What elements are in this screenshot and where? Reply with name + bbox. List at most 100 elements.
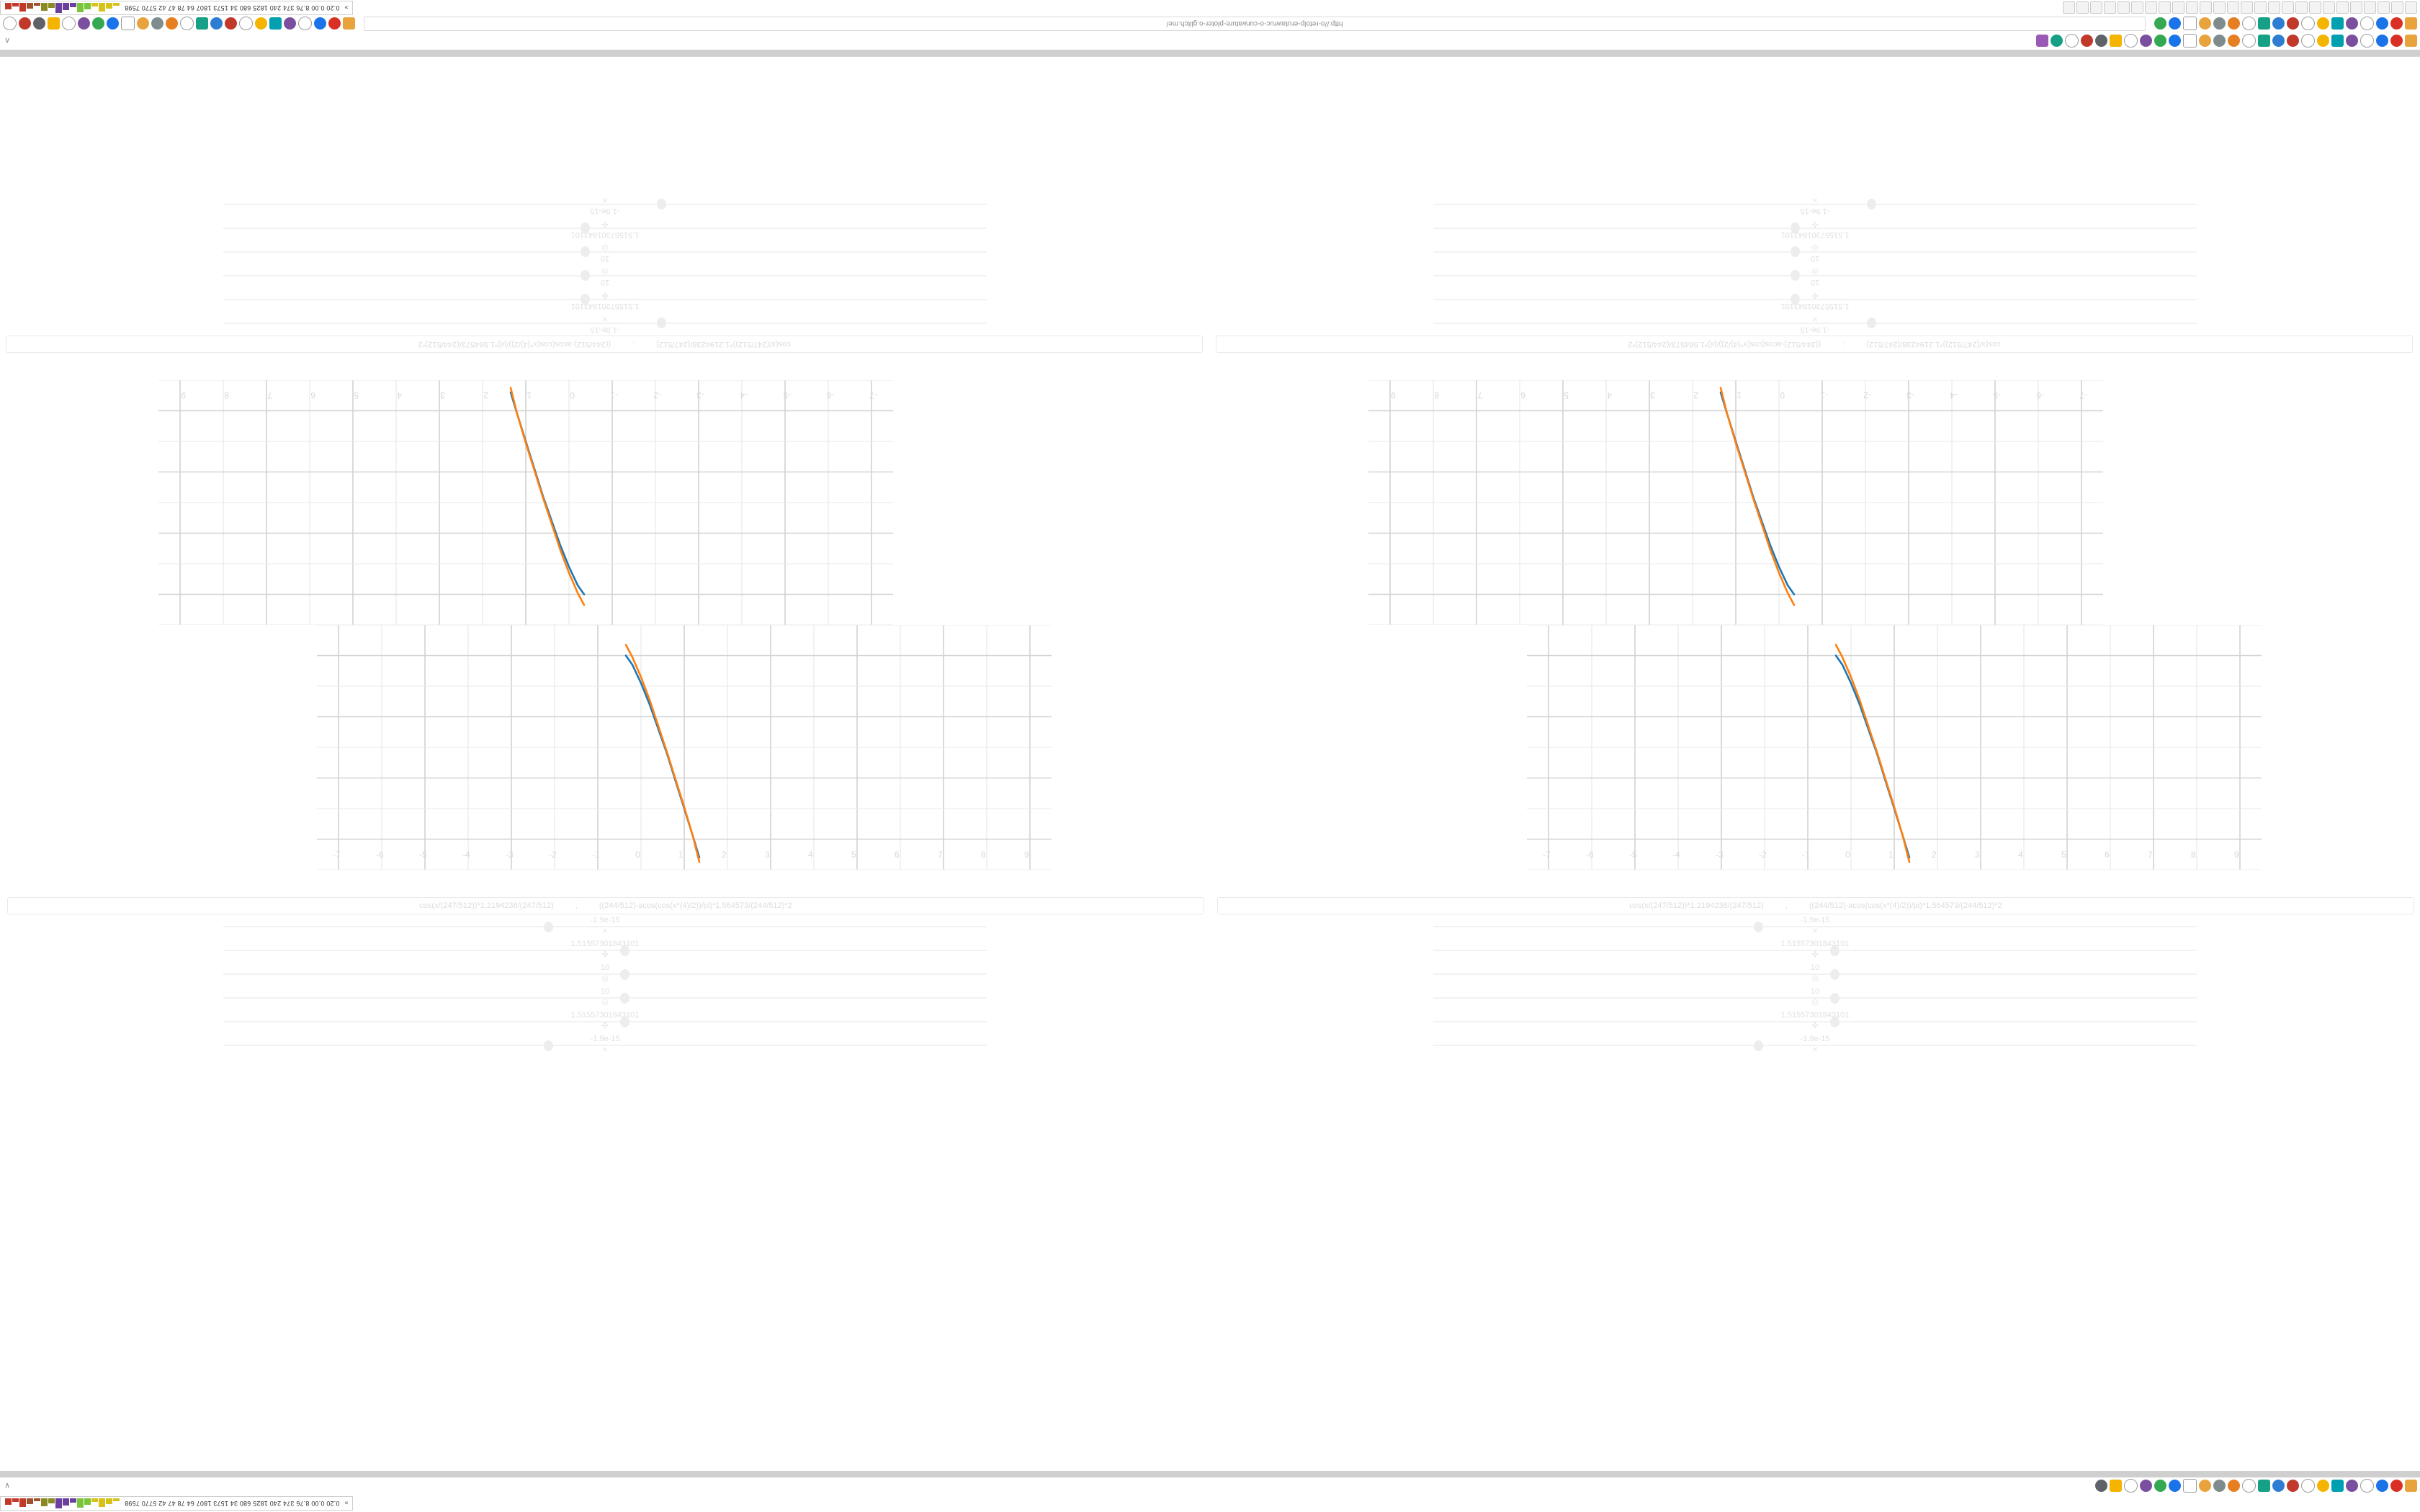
- taskbar-doc-window[interactable]: [2241, 1, 2253, 14]
- taskbar-phone-window[interactable]: [2186, 1, 2198, 14]
- address-bar[interactable]: http://o-retolp-erutawruc-o-curwature-pl…: [364, 17, 2146, 31]
- formula-input[interactable]: cos(x/(247/512))*1.2194238/(247/512); ((2…: [7, 897, 1204, 914]
- slider-c[interactable]: 10 ◎: [1210, 962, 2420, 986]
- palette-icon[interactable]: [269, 17, 282, 30]
- hourglass-icon[interactable]: [2405, 35, 2417, 48]
- shield-off-icon[interactable]: [2405, 17, 2417, 30]
- taskbar-calc-window[interactable]: [2364, 1, 2376, 14]
- taskbar-phone-window[interactable]: [2172, 1, 2184, 14]
- taskbar-firefox-window[interactable]: [2378, 1, 2390, 14]
- taskbar-phone-window[interactable]: [2131, 1, 2143, 14]
- image-icon[interactable]: [2390, 35, 2403, 48]
- slider-handle-icon[interactable]: ⨯: [601, 196, 609, 204]
- cc-icon[interactable]: [2065, 34, 2079, 48]
- thumbs-up-icon[interactable]: [92, 17, 104, 30]
- page-scrollbar[interactable]: [0, 1471, 2420, 1477]
- water-drop-icon[interactable]: [2199, 35, 2211, 48]
- sync-icon[interactable]: [196, 17, 208, 30]
- taskbar-doc-window[interactable]: [2350, 1, 2362, 14]
- radio-icon[interactable]: [2287, 17, 2299, 30]
- radio-icon[interactable]: [2346, 17, 2358, 30]
- cc-icon[interactable]: [33, 17, 45, 30]
- firefox-icon[interactable]: [2199, 17, 2211, 30]
- slider-e[interactable]: 1.51557301843101 ✣: [0, 217, 1210, 240]
- nav-icons[interactable]: [2151, 17, 2420, 31]
- reload-icon[interactable]: [2258, 35, 2270, 48]
- flower-icon[interactable]: [2242, 34, 2256, 48]
- slider-handle-icon[interactable]: ◎: [1811, 267, 1819, 276]
- slider-d[interactable]: 10 ◎: [0, 240, 1210, 264]
- sysmon-caret-icon[interactable]: »: [344, 1500, 349, 1507]
- slider-c[interactable]: 10 ◎: [0, 264, 1210, 288]
- slider-handle-icon[interactable]: ◎: [601, 267, 609, 276]
- mute-icon[interactable]: [2095, 35, 2107, 48]
- slider-f[interactable]: -1.9e-15 ⨯: [0, 193, 1210, 217]
- refresh-icon[interactable]: [2154, 17, 2166, 30]
- taskbar-doc-window[interactable]: [2268, 1, 2280, 14]
- slider-b[interactable]: 1.51557301843101 ✣: [1210, 288, 2420, 312]
- taskbar-terminal-window[interactable]: [2391, 1, 2403, 14]
- gear-icon[interactable]: [2213, 17, 2226, 30]
- derivative-plot[interactable]: -7 -6 -5 -4 -3 -2 -1 0 1 2 3 4 5 6 7 8 9: [0, 625, 1210, 897]
- water-drop-icon[interactable]: [2272, 35, 2285, 48]
- reload-icon[interactable]: [2154, 1480, 2166, 1493]
- slider-handle-icon[interactable]: ✣: [1811, 1022, 1819, 1030]
- star-icon[interactable]: [2124, 1479, 2138, 1493]
- globe-icon[interactable]: [107, 17, 119, 30]
- pillar-icon[interactable]: [2183, 34, 2197, 48]
- wrench-icon[interactable]: [78, 17, 90, 30]
- slider-b[interactable]: 1.51557301843101 ✣: [1210, 938, 2420, 962]
- reload-icon[interactable]: [2301, 34, 2315, 48]
- window-task-buttons[interactable]: [2060, 0, 2420, 17]
- mountain-icon[interactable]: [2154, 35, 2166, 48]
- palette-icon[interactable]: [2183, 1479, 2197, 1493]
- slider-c[interactable]: 10 ◎: [1210, 264, 2420, 288]
- wave-icon[interactable]: [2169, 35, 2181, 48]
- slider-handle-icon[interactable]: ◎: [1811, 243, 1819, 252]
- slider-handle-icon[interactable]: ✣: [1811, 950, 1819, 959]
- image-icon[interactable]: [19, 17, 31, 30]
- bookmark-icons[interactable]: [2033, 34, 2420, 48]
- mute-icon[interactable]: [48, 17, 60, 30]
- reload-icon[interactable]: [298, 17, 312, 31]
- slider-b[interactable]: 1.51557301843101 ✣: [0, 938, 1210, 962]
- taskbar-owl-window[interactable]: [2090, 1, 2102, 14]
- slider-a[interactable]: -1.9e-15 ⨯: [1210, 312, 2420, 336]
- thumbs-up-icon[interactable]: [2376, 1480, 2388, 1493]
- gear-icon[interactable]: [2405, 1480, 2417, 1493]
- reader-icon[interactable]: [137, 17, 149, 30]
- pocket-icon[interactable]: [2390, 17, 2403, 30]
- formula-input[interactable]: cos(x/(247/512))*1.2194238/(247/512); ((2…: [1217, 897, 2414, 914]
- globe-icon[interactable]: [2169, 17, 2181, 30]
- slider-c[interactable]: 10 ◎: [0, 962, 1210, 986]
- back-icon[interactable]: [2140, 1480, 2152, 1493]
- slider-handle-icon[interactable]: ⨯: [1811, 1045, 1819, 1054]
- reload-icon[interactable]: [2228, 35, 2240, 48]
- slider-handle-icon[interactable]: ⨯: [1811, 196, 1819, 204]
- system-monitor-applet[interactable]: » 0.20 0.00 8.76 374 240 1825 680 34 157…: [0, 1496, 354, 1511]
- reload-icon[interactable]: [2287, 35, 2299, 48]
- trash-icon[interactable]: [2287, 1480, 2299, 1493]
- settings-icon[interactable]: [2228, 1480, 2240, 1493]
- mute-icon[interactable]: [2081, 35, 2093, 48]
- slider-handle-icon[interactable]: ◎: [601, 243, 609, 252]
- download-icon[interactable]: [2258, 1480, 2270, 1493]
- plus-icon[interactable]: [2242, 1479, 2256, 1493]
- slider-handle-icon[interactable]: ◎: [1811, 998, 1819, 1007]
- share-icon[interactable]: [151, 17, 163, 30]
- slider-d[interactable]: 10 ◎: [1210, 986, 2420, 1009]
- download-icon[interactable]: [284, 17, 296, 30]
- save-icon[interactable]: [2169, 1480, 2181, 1493]
- slider-handle-icon[interactable]: ◎: [601, 998, 609, 1007]
- slider-handle-icon[interactable]: ◎: [1811, 974, 1819, 983]
- slider-handle-icon[interactable]: ⨯: [1811, 315, 1819, 323]
- derivative-plot[interactable]: -7 -6 -5 -4 -3 -2 -1 0 1 2 3 4 5 6 7 8 9: [1210, 625, 2420, 897]
- window-icon[interactable]: [2360, 17, 2374, 31]
- slider-handle-icon[interactable]: ◎: [601, 974, 609, 983]
- plus-icon[interactable]: [210, 17, 223, 30]
- book-icon[interactable]: [166, 17, 178, 30]
- grid-icon[interactable]: [2331, 35, 2344, 48]
- slider-handle-icon[interactable]: ✣: [1811, 291, 1819, 300]
- slider-b[interactable]: 1.51557301843101 ✣: [0, 288, 1210, 312]
- share-icon[interactable]: [2301, 1479, 2315, 1493]
